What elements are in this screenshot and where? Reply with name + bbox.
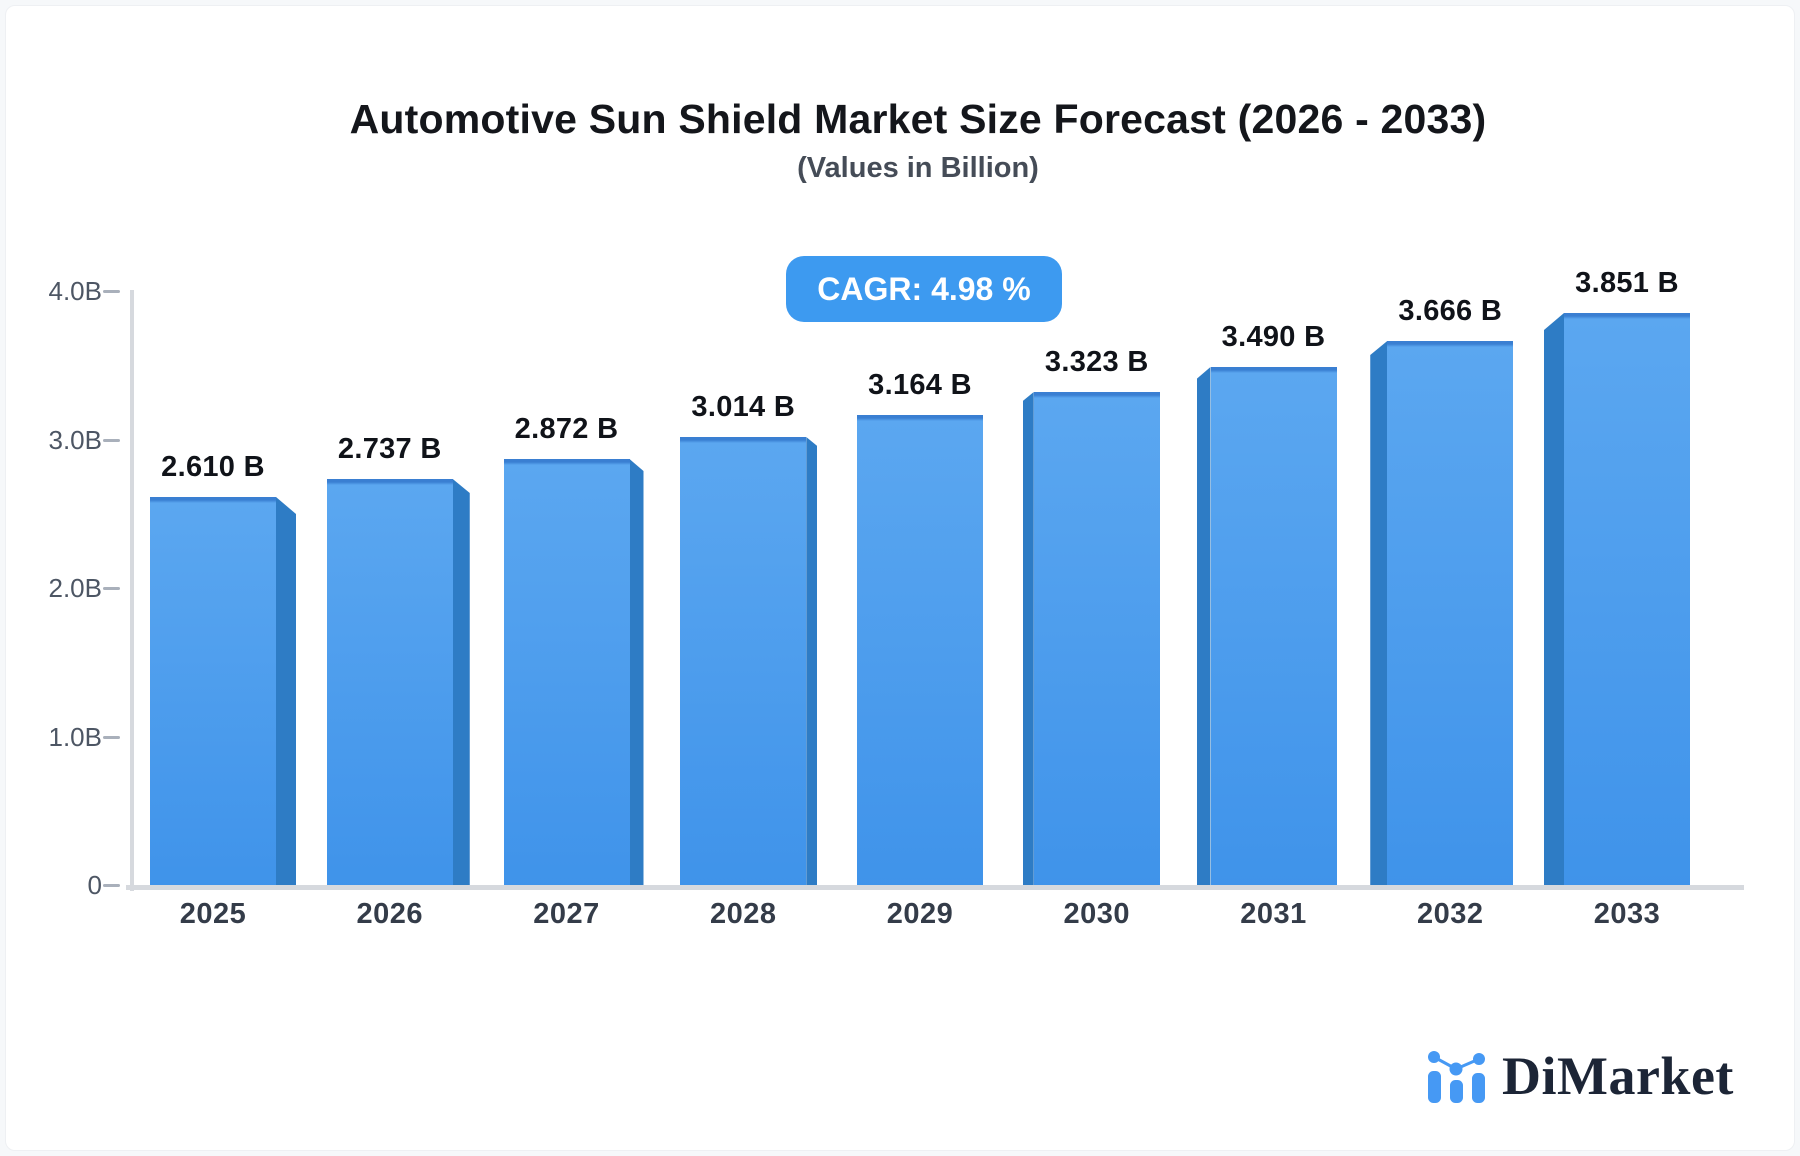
bar-value-label: 2.872 B <box>514 413 619 445</box>
y-tick-mark <box>103 290 120 293</box>
brand-logo: DiMarket <box>1424 1038 1754 1114</box>
bar <box>150 497 276 889</box>
bar-value-label: 3.490 B <box>1221 321 1326 353</box>
y-tick-label: 3.0B <box>48 424 103 455</box>
bar <box>680 437 807 889</box>
x-tick-label: 2029 <box>886 898 954 930</box>
bar-side-face <box>806 437 818 889</box>
y-tick-label: 4.0B <box>48 276 103 306</box>
y-tick-label: 0 <box>87 870 102 900</box>
brand-chart-icon <box>1428 1051 1485 1103</box>
bar-value-label: 3.666 B <box>1398 295 1503 327</box>
y-axis-line <box>130 290 134 891</box>
x-tick-label: 2026 <box>356 898 423 930</box>
chart-subtitle: (Values in Billion) <box>797 152 1039 184</box>
x-tick-label: 2032 <box>1416 898 1484 930</box>
y-tick-label: 2.0B <box>48 573 103 603</box>
bar-side-face <box>1544 313 1564 889</box>
x-tick-label: 2025 <box>179 898 247 930</box>
bar-side-face <box>452 479 470 889</box>
x-tick-label: 2030 <box>1063 898 1130 930</box>
bar-value-label: 3.014 B <box>691 391 796 423</box>
bar-side-face <box>1370 341 1388 889</box>
y-tick-mark <box>103 884 120 887</box>
bar <box>326 479 453 889</box>
x-tick-label: 2031 <box>1240 898 1307 930</box>
bar <box>1387 341 1514 889</box>
bar <box>857 415 983 889</box>
bar-value-label: 3.164 B <box>868 369 972 401</box>
bar-side-face <box>1196 367 1211 889</box>
bar-value-label: 3.851 B <box>1575 267 1679 299</box>
x-axis-line <box>126 885 1744 890</box>
bar <box>1033 392 1160 889</box>
x-tick-label: 2028 <box>709 898 777 930</box>
bar-value-label: 2.610 B <box>161 451 265 483</box>
bar-value-label: 2.737 B <box>337 433 442 465</box>
y-tick-label: 1.0B <box>48 721 103 752</box>
bar-value-label: 3.323 B <box>1044 346 1149 378</box>
chart-title: Automotive Sun Shield Market Size Foreca… <box>349 96 1487 142</box>
x-tick-label: 2027 <box>533 898 600 930</box>
bar <box>1564 313 1690 889</box>
y-tick-mark <box>103 438 120 442</box>
bar <box>1210 367 1337 889</box>
y-tick-mark <box>103 735 120 739</box>
bar-side-face <box>629 459 644 889</box>
y-tick-mark <box>103 587 120 590</box>
bar <box>503 459 630 889</box>
bar-side-face <box>1022 392 1034 889</box>
brand-logo-text: DiMarket <box>1502 1046 1734 1106</box>
x-tick-label: 2033 <box>1593 898 1661 930</box>
bar-side-face <box>276 497 296 889</box>
cagr-badge: CAGR: 4.98 % <box>786 256 1062 322</box>
